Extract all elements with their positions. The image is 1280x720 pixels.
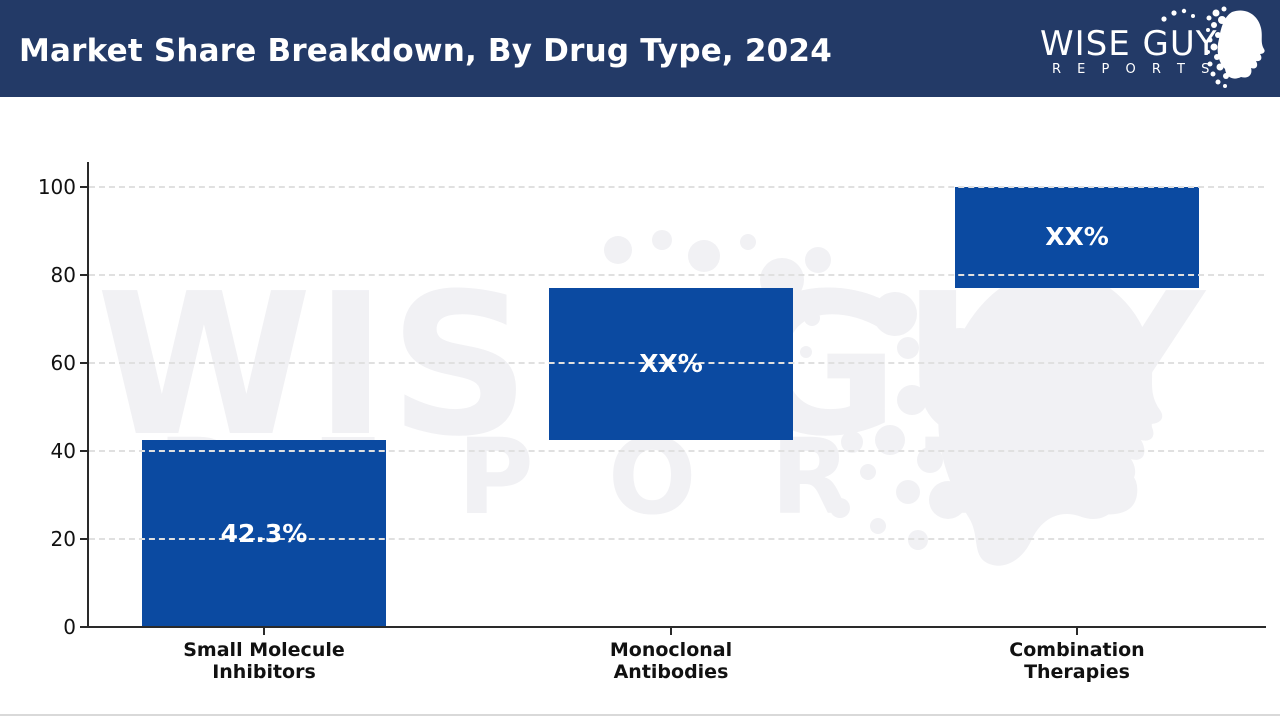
y-tick-label-0: 0 bbox=[63, 615, 76, 639]
brand-logo-text: WISE GUY bbox=[1040, 24, 1218, 64]
y-tick-label-100: 100 bbox=[37, 175, 76, 199]
x-tick-2 bbox=[670, 628, 672, 635]
bar-value-label: XX% bbox=[1045, 222, 1109, 251]
gridline-40 bbox=[89, 450, 1264, 452]
x-category-line: Antibodies bbox=[613, 661, 729, 683]
x-category-label-3: Combination Therapies bbox=[917, 639, 1237, 683]
gridline-80 bbox=[89, 274, 1264, 276]
logo-umlaut-dots bbox=[1161, 8, 1195, 22]
x-category-label-1: Small Molecule Inhibitors bbox=[104, 639, 424, 683]
y-tick-0 bbox=[80, 626, 87, 628]
x-category-line: Monoclonal bbox=[609, 639, 733, 661]
y-tick-100 bbox=[80, 186, 87, 188]
x-tick-1 bbox=[263, 628, 265, 635]
x-tick-3 bbox=[1076, 628, 1078, 635]
brand-logo-subtext: R E P O R T S bbox=[1052, 62, 1216, 77]
bar-combination-therapies bbox=[955, 187, 1199, 288]
gridline-20 bbox=[89, 538, 1264, 540]
y-tick-label-40: 40 bbox=[50, 439, 76, 463]
brand-face-icon bbox=[1206, 6, 1265, 88]
bar-value-label: XX% bbox=[639, 349, 703, 378]
bar-small-molecule-inhibitors bbox=[142, 440, 386, 626]
y-tick-20 bbox=[80, 538, 87, 540]
header-bar: Market Share Breakdown, By Drug Type, 20… bbox=[0, 0, 1280, 97]
x-category-line: Therapies bbox=[1024, 661, 1130, 683]
x-axis-line bbox=[87, 626, 1266, 628]
y-tick-label-60: 60 bbox=[50, 351, 76, 375]
gridline-100 bbox=[89, 186, 1264, 188]
gridline-60 bbox=[89, 362, 1264, 364]
x-category-line: Small Molecule bbox=[183, 639, 345, 661]
page-title: Market Share Breakdown, By Drug Type, 20… bbox=[19, 33, 832, 69]
bar-monoclonal-antibodies bbox=[549, 288, 793, 440]
brand-logo: WISE GUY R E P O R T S bbox=[1012, 0, 1272, 97]
y-tick-label-80: 80 bbox=[50, 263, 76, 287]
x-category-line: Inhibitors bbox=[212, 661, 316, 683]
y-tick-label-20: 20 bbox=[50, 527, 76, 551]
y-tick-80 bbox=[80, 274, 87, 276]
bar-value-label: 42.3% bbox=[220, 519, 308, 548]
x-category-line: Combination bbox=[1009, 639, 1145, 661]
y-tick-60 bbox=[80, 362, 87, 364]
x-category-label-2: Monoclonal Antibodies bbox=[511, 639, 831, 683]
bottom-divider bbox=[0, 714, 1280, 716]
y-tick-40 bbox=[80, 450, 87, 452]
y-axis-line bbox=[87, 162, 89, 627]
